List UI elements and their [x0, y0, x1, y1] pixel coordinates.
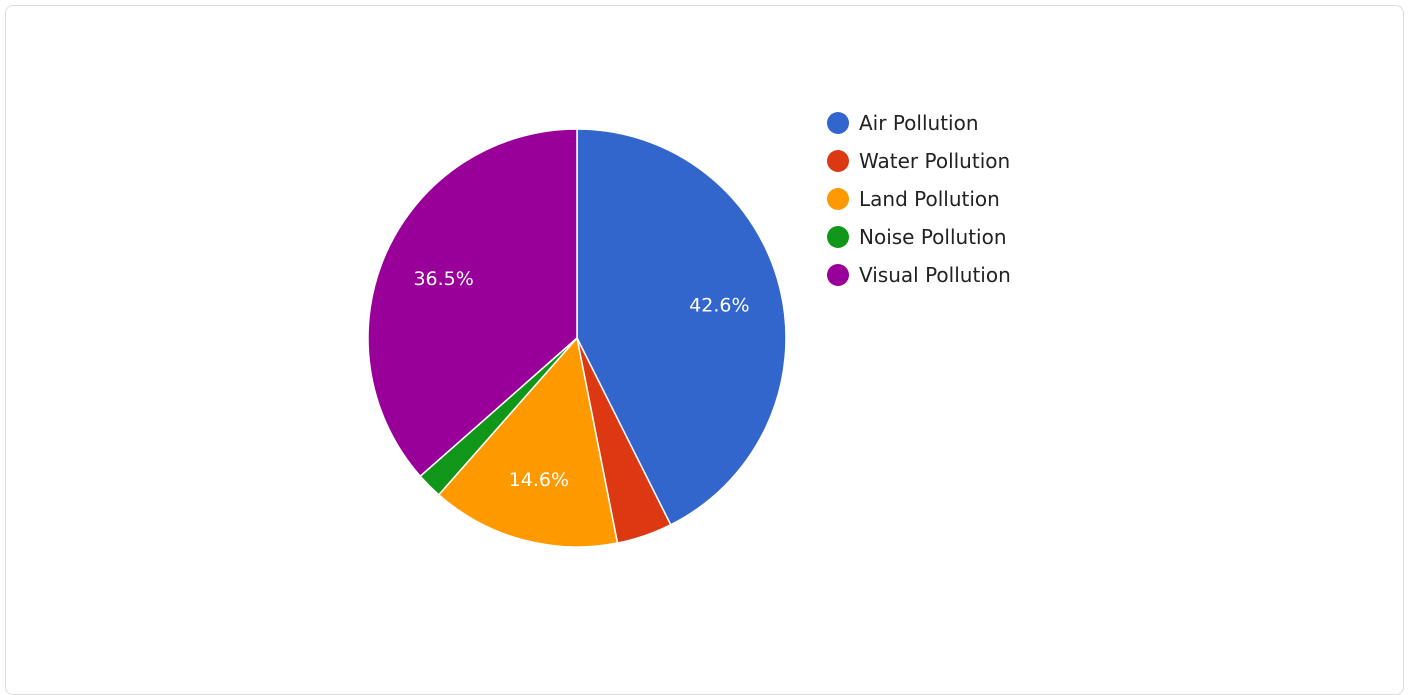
pie-slices [367, 128, 787, 548]
slice-data-label: 14.6% [509, 469, 569, 491]
legend-item[interactable]: Noise Pollution [827, 225, 1007, 249]
pie-slice-labels: 42.6% 14.6% 36.5% [413, 268, 749, 491]
legend-label: Water Pollution [859, 149, 1010, 173]
slice-data-label: 36.5% [413, 268, 473, 290]
legend-swatch [827, 150, 849, 172]
pie-slice-air-pollution[interactable] [576, 128, 787, 526]
legend-label: Visual Pollution [859, 263, 1011, 287]
pie-chart: 42.6% 14.6% 36.5% Air Pollution Water Pollu… [367, 111, 1011, 548]
legend-label: Noise Pollution [859, 225, 1007, 249]
legend-label: Air Pollution [859, 111, 979, 135]
legend-item[interactable]: Visual Pollution [827, 263, 1011, 287]
legend-swatch [827, 188, 849, 210]
legend-swatch [827, 264, 849, 286]
legend-item[interactable]: Water Pollution [827, 149, 1010, 173]
slice-data-label: 42.6% [689, 294, 749, 316]
chart-legend: Air Pollution Water Pollution Land Polluti… [827, 111, 1011, 287]
legend-item[interactable]: Air Pollution [827, 111, 979, 135]
legend-swatch [827, 112, 849, 134]
pie-slice-visual-pollution[interactable] [367, 128, 578, 478]
legend-label: Land Pollution [859, 187, 1000, 211]
legend-item[interactable]: Land Pollution [827, 187, 1000, 211]
legend-swatch [827, 226, 849, 248]
pie-slice-land-pollution[interactable] [437, 336, 619, 548]
